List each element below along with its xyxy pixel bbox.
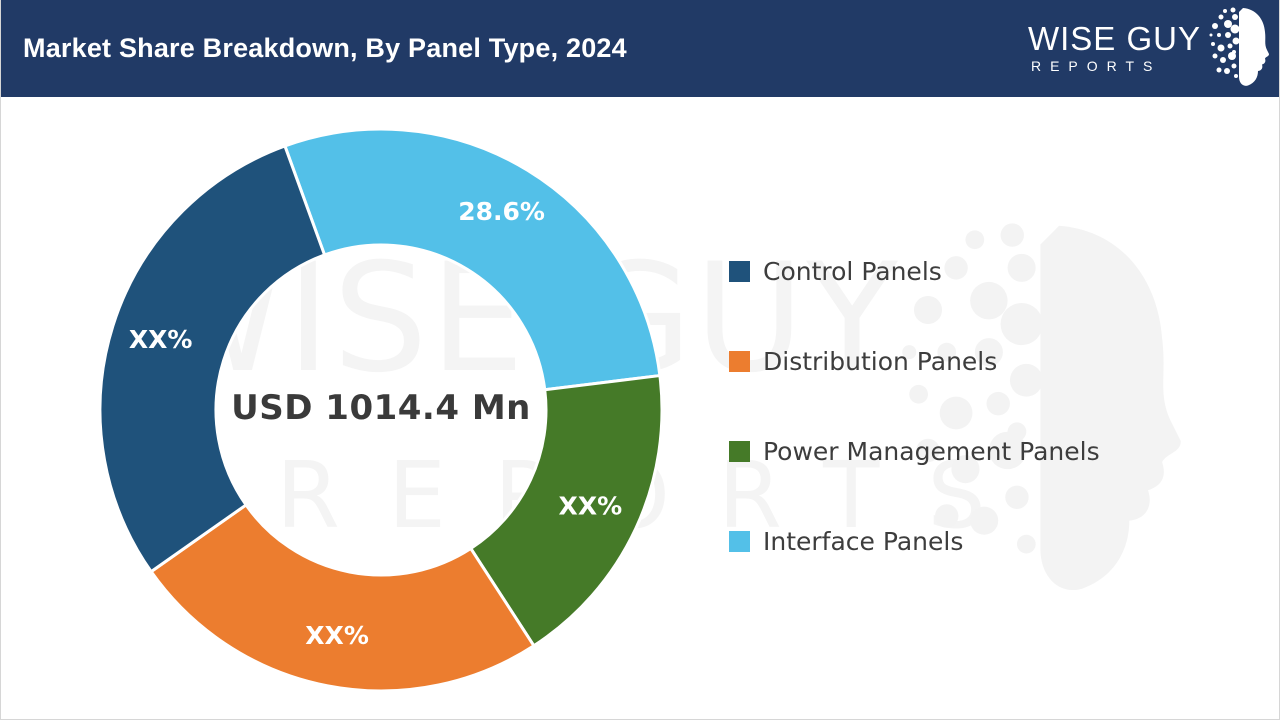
face-dot bbox=[1009, 363, 1043, 397]
face-dot bbox=[1224, 20, 1232, 28]
face-dot bbox=[1220, 57, 1226, 63]
legend-label-power-management-panels: Power Management Panels bbox=[763, 436, 1100, 466]
legend-label-control-panels: Control Panels bbox=[763, 256, 942, 286]
face-dot bbox=[1209, 33, 1213, 37]
face-dot bbox=[951, 455, 980, 484]
donut-segment-power-management-panels bbox=[469, 374, 664, 648]
face-dot bbox=[937, 342, 957, 362]
face-dot bbox=[1234, 74, 1238, 78]
face-dot bbox=[1216, 67, 1222, 73]
legend-item-power-management-panels: Power Management Panels bbox=[729, 406, 1100, 496]
legend-swatch-power-management-panels bbox=[729, 440, 750, 462]
face-dot bbox=[1007, 422, 1027, 442]
donut-segment-interface-panels bbox=[283, 127, 662, 392]
face-dot bbox=[916, 438, 940, 463]
logo-subtitle: REPORTS bbox=[1030, 57, 1162, 74]
page-title: Market Share Breakdown, By Panel Type, 2… bbox=[23, 33, 627, 63]
face-dot bbox=[1007, 253, 1036, 282]
face-dot bbox=[1217, 44, 1225, 52]
logo-text: WISE GUY REPORTS bbox=[1028, 22, 1201, 74]
donut-segment-distribution-panels bbox=[149, 503, 536, 693]
legend-label-distribution-panels: Distribution Panels bbox=[763, 346, 998, 376]
donut-chart: 28.6% XX% XX% XX% bbox=[98, 127, 664, 693]
face-dot bbox=[1232, 37, 1240, 45]
face-dot bbox=[986, 391, 1010, 416]
legend-swatch-control-panels bbox=[729, 260, 750, 282]
face-profile-shape bbox=[1040, 225, 1181, 591]
face-dot bbox=[1016, 534, 1036, 554]
slice-label-control-panels: XX% bbox=[129, 325, 193, 354]
watermark-face-icon bbox=[902, 223, 1181, 591]
chart-area: WISE GUY REPORTS 28.6% XX% XX% XX% USD 1014… bbox=[1, 97, 1279, 719]
face-dot bbox=[970, 281, 1008, 320]
face-dot bbox=[1230, 7, 1236, 13]
face-dot bbox=[1000, 302, 1043, 346]
legend-item-interface-panels: Interface Panels bbox=[729, 496, 1100, 586]
legend-label-interface-panels: Interface Panels bbox=[763, 526, 964, 556]
face-profile-shape bbox=[1239, 8, 1269, 86]
face-dot bbox=[902, 345, 917, 360]
legend-item-control-panels: Control Panels bbox=[729, 226, 1100, 316]
legend-swatch-interface-panels bbox=[729, 530, 750, 552]
face-dot bbox=[974, 338, 1003, 367]
face-dot bbox=[1217, 33, 1221, 37]
logo-face-icon bbox=[1209, 7, 1269, 86]
donut-center-value: USD 1014.4 Mn bbox=[231, 388, 531, 428]
face-dot bbox=[909, 384, 928, 404]
face-dot bbox=[1224, 68, 1230, 74]
face-dot bbox=[1212, 53, 1218, 59]
face-dot bbox=[1230, 24, 1240, 34]
face-dot bbox=[939, 396, 973, 430]
face-dot bbox=[1223, 9, 1227, 13]
face-dot bbox=[1232, 50, 1236, 54]
donut-segment-control-panels bbox=[98, 144, 327, 574]
face-dot bbox=[1231, 63, 1237, 69]
slice-label-power-management-panels: XX% bbox=[559, 492, 623, 521]
wise-guy-logo: WISE GUY REPORTS bbox=[1028, 4, 1269, 92]
face-dot bbox=[1005, 485, 1029, 509]
face-dot bbox=[1218, 14, 1224, 20]
face-dot bbox=[935, 504, 959, 528]
face-dot bbox=[944, 256, 968, 280]
face-dot bbox=[965, 230, 985, 250]
face-dot bbox=[913, 295, 943, 325]
face-dot bbox=[1211, 42, 1215, 46]
face-dot bbox=[988, 431, 1027, 470]
face-dot bbox=[1212, 23, 1218, 29]
face-dot bbox=[1227, 43, 1233, 49]
slice-label-distribution-panels: XX% bbox=[305, 621, 369, 650]
face-dot bbox=[970, 506, 999, 535]
logo-wordmark: WISE GUY bbox=[1027, 20, 1201, 58]
header-bar: Market Share Breakdown, By Panel Type, 2… bbox=[1, 0, 1279, 97]
face-dot bbox=[1225, 32, 1231, 38]
face-dot bbox=[1232, 14, 1238, 20]
face-dot bbox=[1000, 223, 1024, 247]
legend-item-distribution-panels: Distribution Panels bbox=[729, 316, 1100, 406]
legend-swatch-distribution-panels bbox=[729, 350, 750, 372]
slice-label-interface-panels: 28.6% bbox=[458, 197, 545, 226]
chart-legend: Control Panels Distribution Panels Power M… bbox=[729, 226, 1100, 586]
